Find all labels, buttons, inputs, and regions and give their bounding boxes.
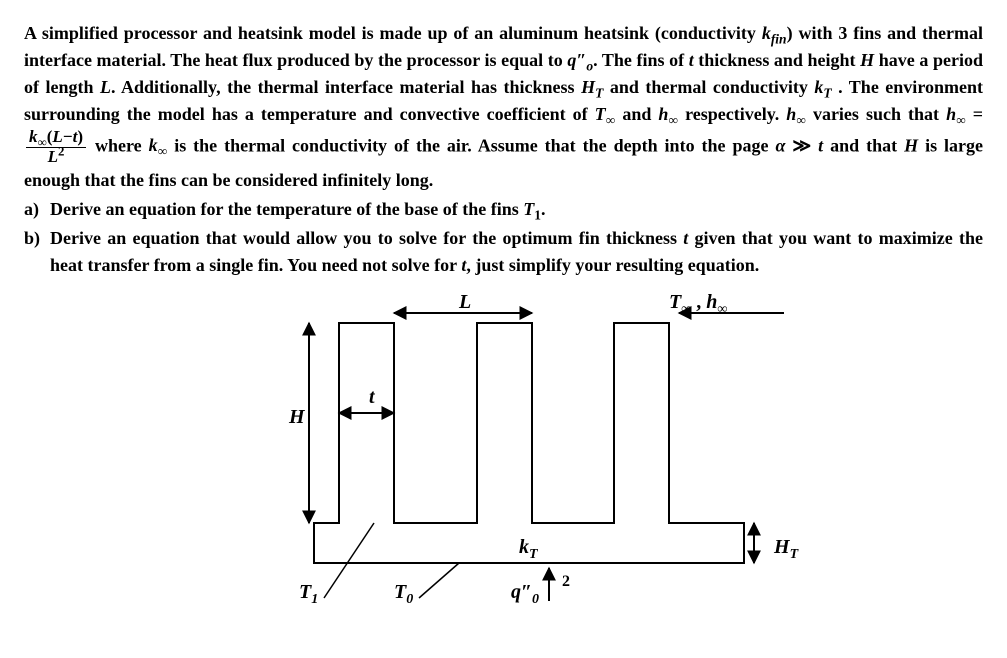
part-a-marker: a) [24, 196, 50, 223]
svg-text:T0: T0 [394, 581, 413, 607]
part-b-text: Derive an equation that would allow you … [50, 225, 983, 279]
figure-container: LT∞ , h∞HtkTHTT1T0q″02 [24, 283, 983, 623]
part-a-text: Derive an equation for the temperature o… [50, 196, 983, 223]
part-b: b) Derive an equation that would allow y… [24, 225, 983, 279]
part-a: a) Derive an equation for the temperatur… [24, 196, 983, 223]
problem-statement: A simplified processor and heatsink mode… [24, 20, 983, 194]
problem-parts: a) Derive an equation for the temperatur… [24, 196, 983, 279]
heatsink-figure: LT∞ , h∞HtkTHTT1T0q″02 [194, 283, 814, 623]
svg-text:H: H [288, 406, 306, 428]
svg-text:q″0: q″0 [511, 581, 539, 607]
svg-text:T1: T1 [299, 581, 318, 607]
svg-text:HT: HT [773, 536, 800, 562]
svg-text:2: 2 [562, 573, 570, 590]
part-b-marker: b) [24, 225, 50, 279]
svg-text:L: L [458, 291, 471, 313]
